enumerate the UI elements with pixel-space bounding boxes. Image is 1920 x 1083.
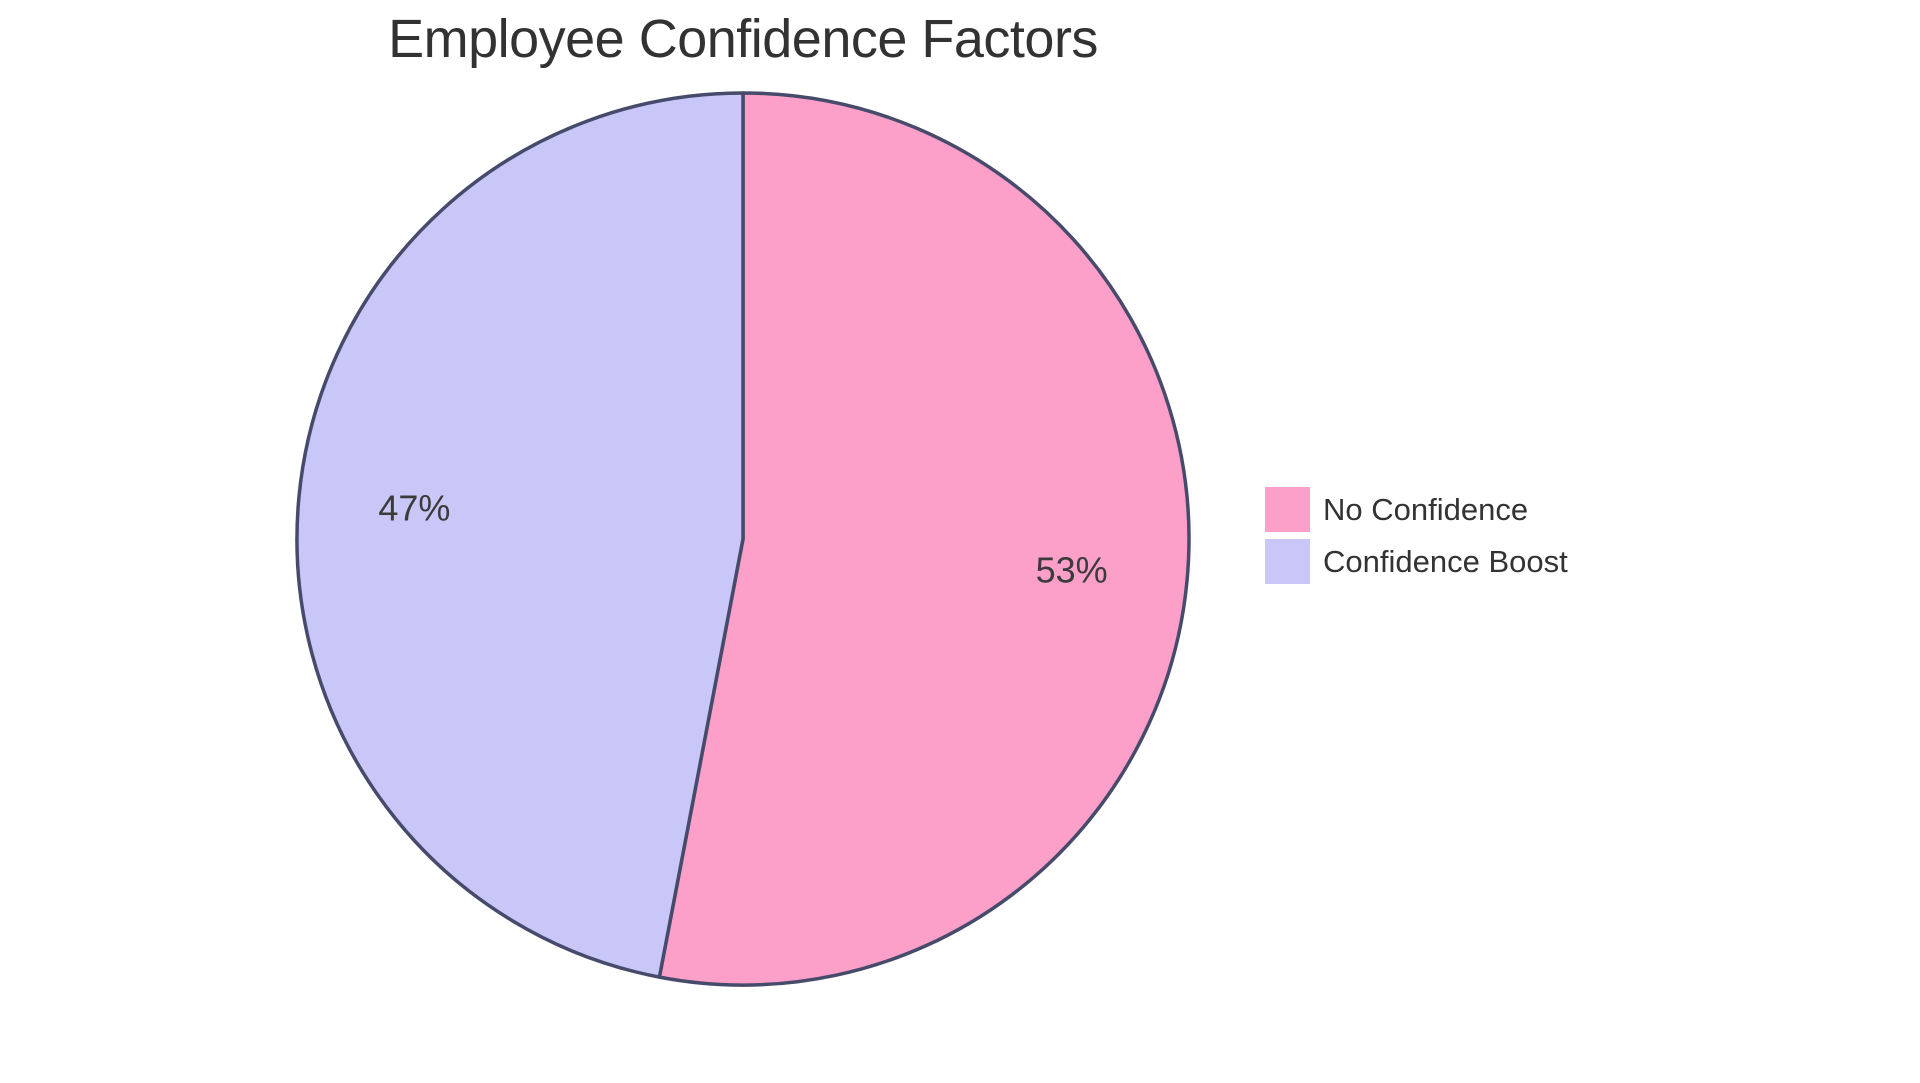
legend-swatch-no-confidence [1265, 487, 1310, 532]
pie-slice-no-confidence [657, 91, 1191, 987]
legend-label: No Confidence [1323, 491, 1529, 527]
chart-title: Employee Confidence Factors [388, 9, 1098, 69]
pie-slice-confidence-boost [295, 91, 745, 979]
legend-item-confidence-boost: Confidence Boost [1265, 539, 1568, 584]
legend-swatch-confidence-boost [1265, 539, 1310, 584]
legend-label: Confidence Boost [1323, 543, 1568, 579]
legend: No Confidence Confidence Boost [1265, 487, 1568, 591]
legend-item-no-confidence: No Confidence [1265, 487, 1568, 532]
slice-percent-label-no-confidence: 53% [1036, 550, 1108, 591]
slice-percent-label-confidence-boost: 47% [378, 487, 450, 528]
